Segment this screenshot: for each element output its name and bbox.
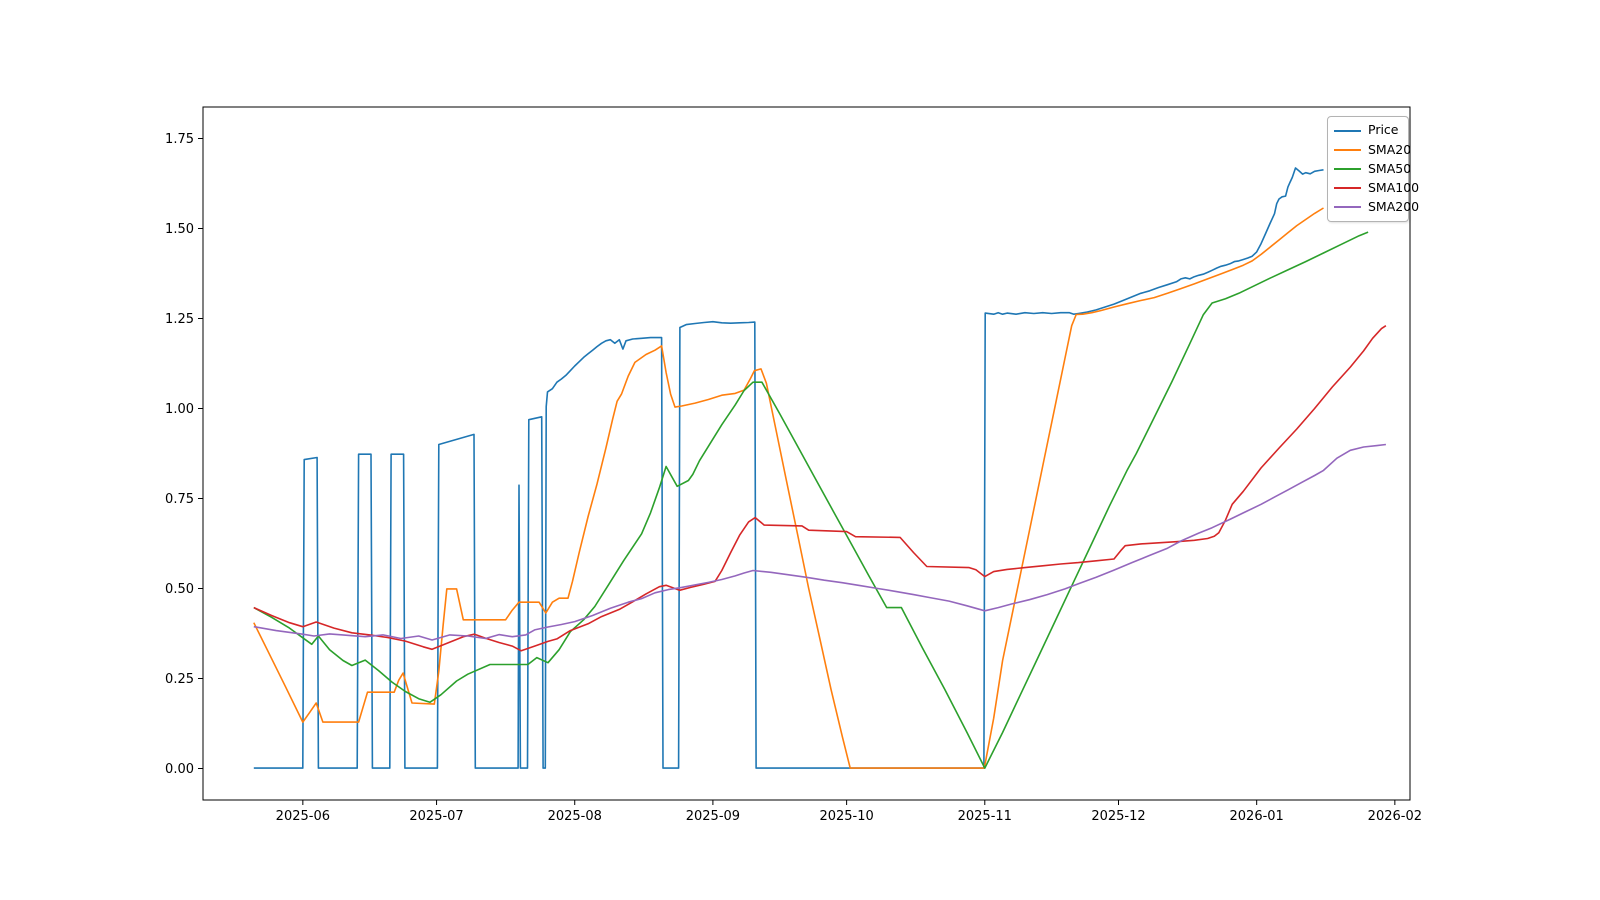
x-tick-label: 2025-09	[686, 809, 740, 824]
legend-label: SMA200	[1368, 199, 1420, 215]
y-tick-label: 0.75	[165, 492, 194, 507]
legend-item-price: Price	[1334, 121, 1402, 140]
x-tick-label: 2025-12	[1091, 809, 1145, 824]
legend-item-sma100: SMA100	[1334, 179, 1419, 198]
x-tick-label: 2025-08	[548, 809, 602, 824]
x-tick-label: 2025-07	[409, 809, 463, 824]
x-tick-label: 2025-11	[958, 809, 1012, 824]
y-tick-label: 1.00	[165, 402, 194, 417]
y-tick-label: 0.50	[165, 582, 194, 597]
legend-item-sma50: SMA50	[1334, 159, 1411, 178]
x-tick-label: 2026-01	[1230, 809, 1284, 824]
legend-line-swatch	[1334, 129, 1361, 132]
y-tick-label: 1.75	[165, 132, 194, 147]
legend-label: SMA20	[1368, 141, 1412, 157]
legend-line-swatch	[1334, 167, 1361, 170]
legend-line-swatch	[1334, 206, 1361, 209]
x-tick-label: 2025-06	[276, 809, 330, 824]
legend-label: SMA50	[1368, 160, 1412, 176]
x-tick-label: 2026-02	[1368, 809, 1422, 824]
series-line-sma20	[253, 207, 1324, 769]
legend-label: SMA100	[1368, 179, 1420, 195]
plot-area	[202, 106, 1411, 801]
x-tick-label: 2025-10	[819, 809, 873, 824]
series-line-sma50	[253, 231, 1369, 769]
legend-item-sma200: SMA200	[1334, 198, 1419, 217]
y-tick-label: 1.50	[165, 222, 194, 237]
legend-label: Price	[1368, 122, 1399, 138]
legend-line-swatch	[1334, 187, 1361, 190]
y-tick-label: 0.25	[165, 672, 194, 687]
y-tick-label: 1.25	[165, 312, 194, 327]
series-line-sma200	[253, 443, 1386, 641]
legend-item-sma20: SMA20	[1334, 140, 1411, 159]
y-tick-label: 0.00	[165, 762, 194, 777]
legend: Price SMA20 SMA50 SMA100 SMA200	[1327, 116, 1419, 222]
legend-line-swatch	[1334, 148, 1361, 151]
